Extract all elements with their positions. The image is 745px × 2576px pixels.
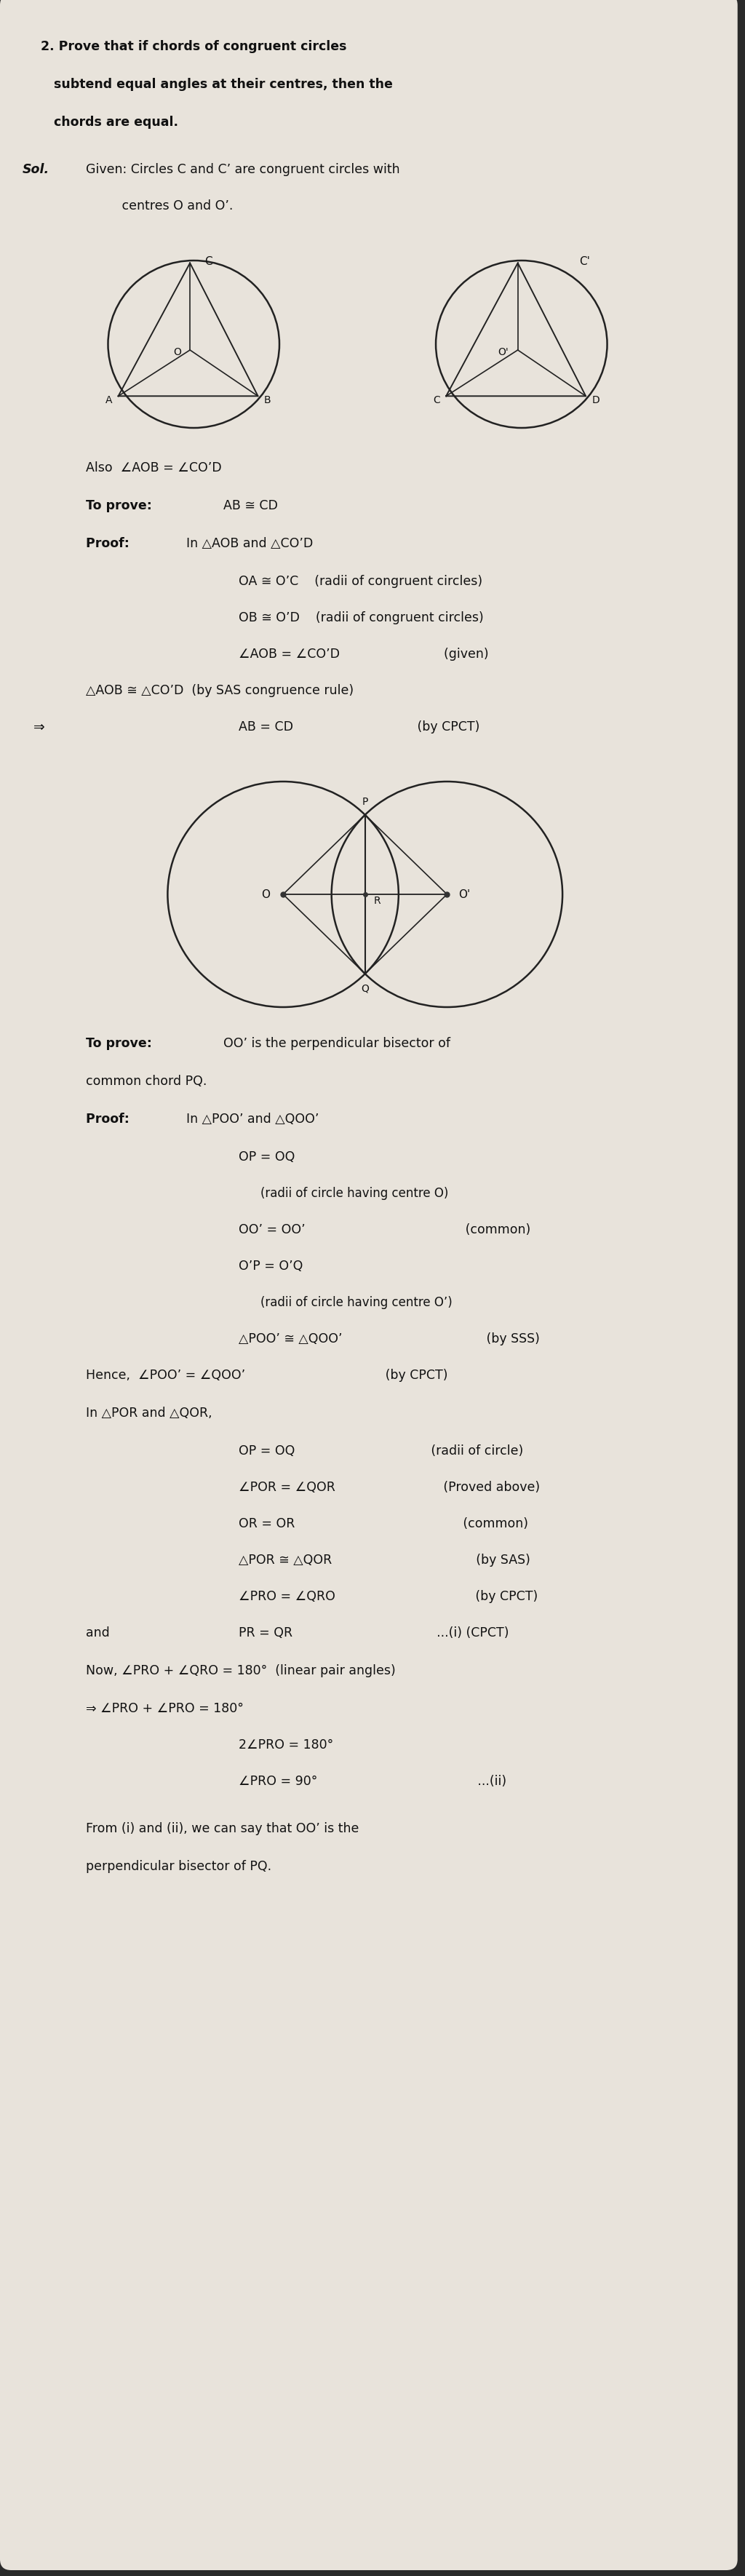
Text: ⇒ ∠PRO + ∠PRO = 180°: ⇒ ∠PRO + ∠PRO = 180° [86, 1703, 244, 1716]
Text: O: O [261, 889, 270, 899]
Text: In △AOB and △CO’D: In △AOB and △CO’D [186, 536, 313, 549]
Text: Also  ∠AOB = ∠CO’D: Also ∠AOB = ∠CO’D [86, 461, 221, 474]
Text: perpendicular bisector of PQ.: perpendicular bisector of PQ. [86, 1860, 271, 1873]
Text: O: O [173, 348, 181, 358]
Text: Given: Circles C and C’ are congruent circles with: Given: Circles C and C’ are congruent ci… [86, 162, 400, 175]
Text: Proof:: Proof: [86, 536, 133, 549]
Text: P: P [362, 796, 368, 806]
Text: △POO’ ≅ △QOO’                                    (by SSS): △POO’ ≅ △QOO’ (by SSS) [238, 1332, 539, 1345]
Text: (radii of circle having centre O): (radii of circle having centre O) [261, 1188, 448, 1200]
Text: ∠AOB = ∠CO’D                          (given): ∠AOB = ∠CO’D (given) [238, 647, 489, 659]
Text: In △POO’ and △QOO’: In △POO’ and △QOO’ [186, 1113, 319, 1126]
Text: OP = OQ                                  (radii of circle): OP = OQ (radii of circle) [238, 1445, 523, 1458]
Text: R: R [374, 896, 381, 907]
Text: OR = OR                                          (common): OR = OR (common) [238, 1517, 528, 1530]
Text: O': O' [458, 889, 470, 899]
Text: To prove:: To prove: [86, 1036, 156, 1051]
Text: 2∠PRO = 180°: 2∠PRO = 180° [238, 1739, 333, 1752]
Text: and: and [86, 1625, 110, 1638]
Text: (radii of circle having centre O’): (radii of circle having centre O’) [261, 1296, 453, 1309]
Text: chords are equal.: chords are equal. [41, 116, 179, 129]
Text: ∠POR = ∠QOR                           (Proved above): ∠POR = ∠QOR (Proved above) [238, 1481, 539, 1494]
Text: OP = OQ: OP = OQ [238, 1149, 295, 1164]
Text: C: C [205, 255, 212, 268]
Text: A: A [106, 394, 112, 404]
Text: ⇒: ⇒ [34, 721, 45, 734]
Text: O': O' [498, 348, 509, 358]
Text: AB ≅ CD: AB ≅ CD [224, 500, 278, 513]
Text: C': C' [580, 255, 590, 268]
Text: 2. Prove that if chords of congruent circles: 2. Prove that if chords of congruent cir… [41, 41, 347, 54]
Text: In △POR and △QOR,: In △POR and △QOR, [86, 1406, 212, 1419]
Text: OO’ is the perpendicular bisector of: OO’ is the perpendicular bisector of [224, 1036, 451, 1051]
Text: centres O and O’.: centres O and O’. [86, 198, 233, 211]
Text: To prove:: To prove: [86, 500, 156, 513]
Text: common chord PQ.: common chord PQ. [86, 1074, 206, 1087]
Text: Q: Q [361, 984, 369, 994]
Text: C: C [433, 394, 440, 404]
Text: △POR ≅ △QOR                                    (by SAS): △POR ≅ △QOR (by SAS) [238, 1553, 530, 1566]
Text: Sol.: Sol. [22, 162, 49, 175]
Text: O’P = O’Q: O’P = O’Q [238, 1260, 302, 1273]
Text: OA ≅ O’C    (radii of congruent circles): OA ≅ O’C (radii of congruent circles) [238, 574, 482, 587]
Text: B: B [264, 394, 271, 404]
Text: AB = CD                               (by CPCT): AB = CD (by CPCT) [238, 721, 480, 734]
Text: ∠PRO = 90°                                        ...(ii): ∠PRO = 90° ...(ii) [238, 1775, 506, 1788]
Text: Proof:: Proof: [86, 1113, 133, 1126]
Text: ∠PRO = ∠QRO                                   (by CPCT): ∠PRO = ∠QRO (by CPCT) [238, 1589, 538, 1602]
Text: PR = QR                                    ...(i) (CPCT): PR = QR ...(i) (CPCT) [238, 1625, 509, 1638]
Text: Now, ∠PRO + ∠QRO = 180°  (linear pair angles): Now, ∠PRO + ∠QRO = 180° (linear pair ang… [86, 1664, 396, 1677]
Text: Hence,  ∠POO’ = ∠QOO’                                   (by CPCT): Hence, ∠POO’ = ∠QOO’ (by CPCT) [86, 1368, 448, 1381]
Text: OB ≅ O’D    (radii of congruent circles): OB ≅ O’D (radii of congruent circles) [238, 611, 484, 623]
Text: subtend equal angles at their centres, then the: subtend equal angles at their centres, t… [41, 77, 393, 90]
Text: From (i) and (ii), we can say that OO’ is the: From (i) and (ii), we can say that OO’ i… [86, 1821, 359, 1834]
Text: △AOB ≅ △CO’D  (by SAS congruence rule): △AOB ≅ △CO’D (by SAS congruence rule) [86, 683, 353, 698]
Text: OO’ = OO’                                        (common): OO’ = OO’ (common) [238, 1224, 530, 1236]
Text: D: D [592, 394, 600, 404]
